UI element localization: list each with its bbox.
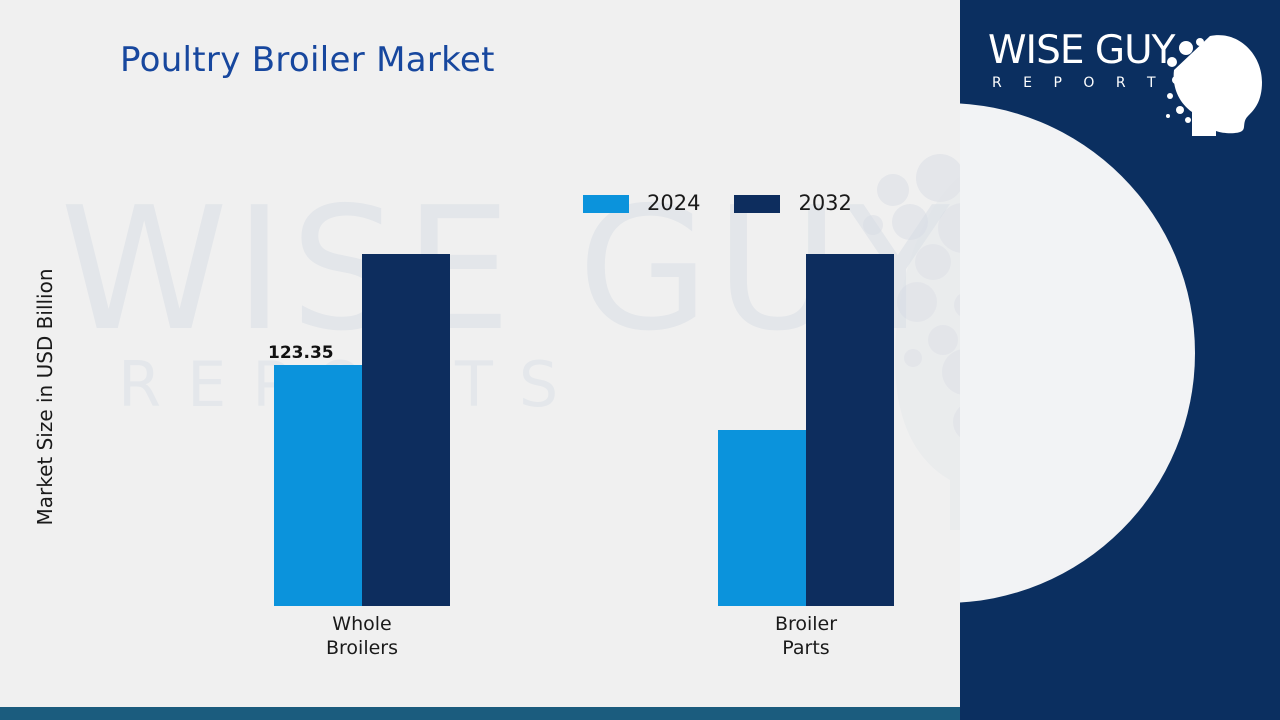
brand-panel: WISE GUY R E P O R T S bbox=[960, 0, 1280, 720]
legend-item-2024[interactable]: 2024 bbox=[583, 193, 700, 214]
x-axis-label-line-1: Whole bbox=[332, 613, 392, 635]
background-watermark: WISE GUY REPORTS bbox=[60, 171, 956, 425]
legend-label-2032: 2032 bbox=[798, 191, 852, 215]
legend-label-2024: 2024 bbox=[647, 191, 701, 215]
watermark-line-1: WISE GUY bbox=[60, 171, 956, 369]
x-axis-label-line-1: Broiler bbox=[774, 613, 838, 635]
bar-value-label-whole-broilers-2024: 123.35 bbox=[268, 342, 334, 363]
legend-item-2032[interactable]: 2032 bbox=[734, 191, 852, 215]
chart-panel: WISE GUY REPORTS Poultry Broiler Market … bbox=[0, 40, 960, 720]
x-axis-label-line-2: Parts bbox=[782, 637, 830, 659]
y-axis-title: Market Size in USD Billion bbox=[33, 268, 57, 526]
legend-swatch-2024 bbox=[583, 194, 629, 213]
bar-broiler-parts-2032 bbox=[806, 254, 894, 606]
page-title: Poultry Broiler Market bbox=[120, 40, 495, 80]
x-axis-label-line-2: Broilers bbox=[325, 637, 398, 659]
bar-whole-broilers-2032 bbox=[362, 254, 450, 606]
x-axis-label-broiler-parts: Broiler Parts bbox=[706, 612, 906, 660]
brand-logo-word: WISE GUY bbox=[988, 28, 1175, 73]
brand-logo-subtitle: R E P O R T S bbox=[992, 75, 1195, 91]
x-axis-label-whole-broilers: Whole Broilers bbox=[262, 612, 462, 660]
bar-whole-broilers-2024 bbox=[274, 364, 362, 606]
brand-logo: WISE GUY R E P O R T S bbox=[988, 28, 1262, 136]
dotted-head-watermark-icon bbox=[863, 154, 960, 530]
watermark-line-2: REPORTS bbox=[118, 348, 585, 421]
dotted-head-logo-icon bbox=[1166, 35, 1262, 136]
bottom-accent-strip bbox=[0, 707, 960, 720]
chart-legend: 2024 2032 bbox=[583, 193, 852, 214]
legend-swatch-2032 bbox=[734, 194, 781, 213]
bar-broiler-parts-2024 bbox=[718, 430, 806, 606]
